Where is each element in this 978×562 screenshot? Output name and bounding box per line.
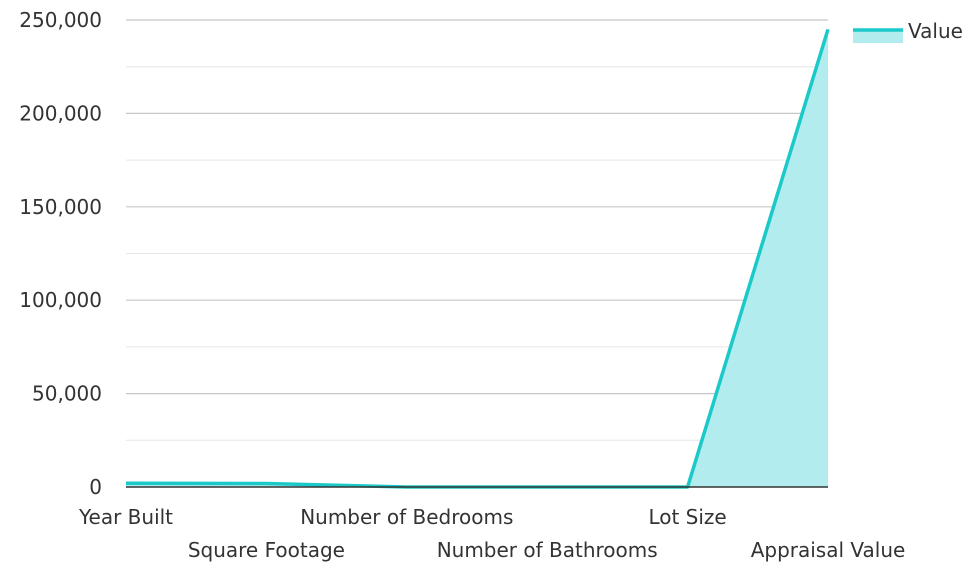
y-tick-label: 250,000 (19, 8, 102, 32)
legend: Value (853, 19, 963, 43)
legend-label: Value (908, 19, 963, 43)
x-tick-labels: Year Built Square Footage Number of Bedroo… (78, 505, 905, 562)
series-value-area (126, 29, 828, 488)
x-tick-label: Square Footage (188, 538, 345, 562)
series-area (125, 28, 830, 489)
y-tick-label: 200,000 (19, 101, 102, 125)
gridlines (126, 19, 828, 441)
x-tick-label: Year Built (78, 505, 173, 529)
y-tick-label: 50,000 (32, 382, 102, 406)
legend-swatch-fill (853, 29, 903, 43)
x-tick-label: Number of Bedrooms (300, 505, 513, 529)
x-tick-label: Lot Size (648, 505, 726, 529)
y-tick-label: 150,000 (19, 195, 102, 219)
y-tick-labels: 0 50,000 100,000 150,000 200,000 250,000 (19, 8, 102, 499)
x-tick-label: Appraisal Value (751, 538, 906, 562)
y-tick-label: 100,000 (19, 288, 102, 312)
y-tick-label: 0 (89, 475, 102, 499)
x-tick-label: Number of Bathrooms (437, 538, 658, 562)
